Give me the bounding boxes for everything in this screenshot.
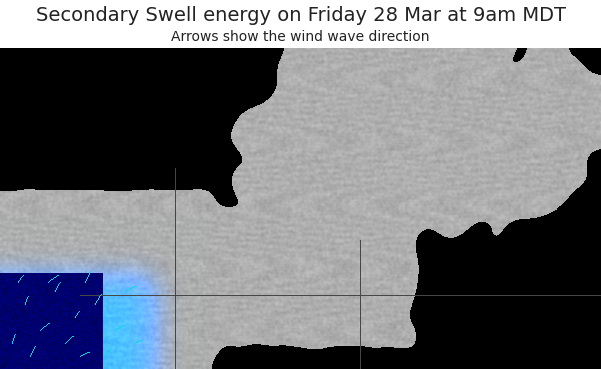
- Text: Secondary Swell energy on Friday 28 Mar at 9am MDT: Secondary Swell energy on Friday 28 Mar …: [35, 6, 566, 25]
- Text: Arrows show the wind wave direction: Arrows show the wind wave direction: [171, 30, 430, 44]
